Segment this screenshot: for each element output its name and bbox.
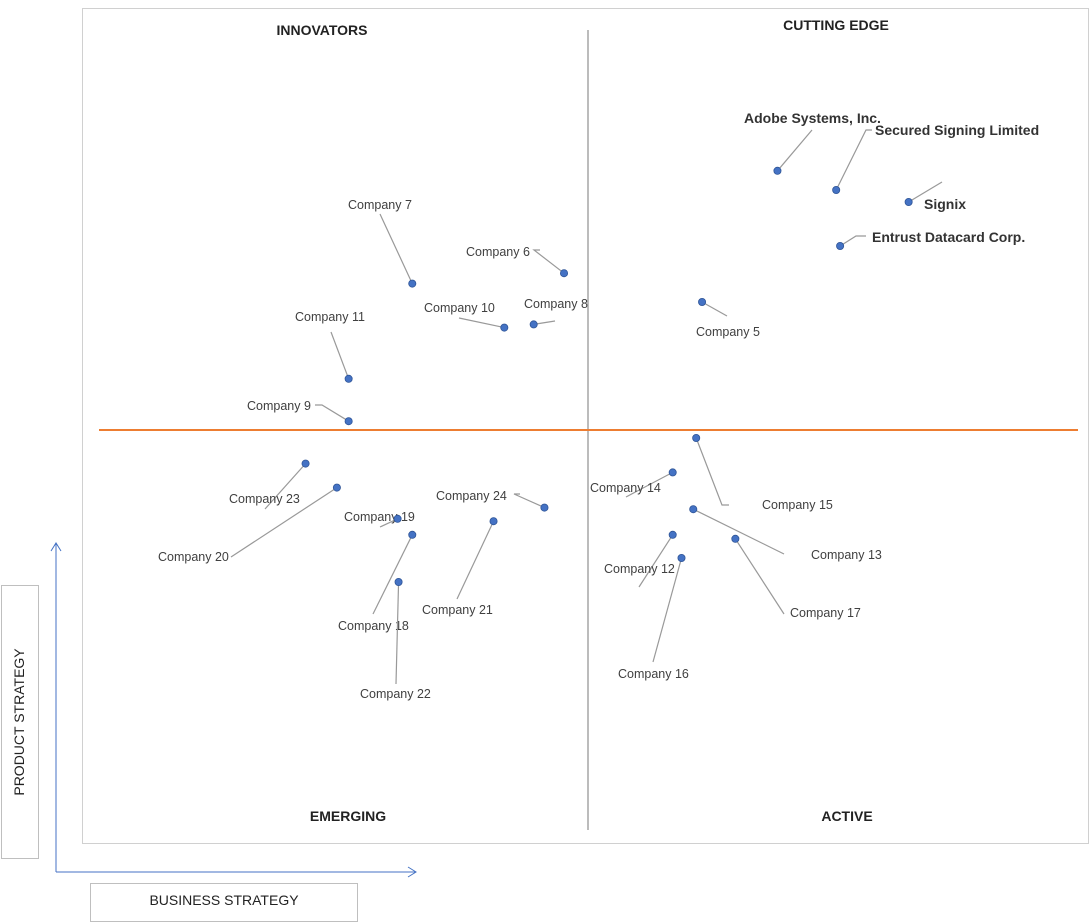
data-point-company-21 [489,517,498,526]
point-label-company-22: Company 22 [360,687,431,701]
data-point-company-12 [668,530,677,539]
leader-line-company-11 [330,331,350,380]
point-label-company-5: Company 5 [696,325,760,339]
quadrant-label-innovators: INNOVATORS [276,22,367,38]
data-point-entrust-datacard-corp [836,241,845,250]
leader-line-company-21 [456,520,495,600]
leader-line-company-6 [532,249,565,274]
leader-line-company-10 [458,317,505,329]
point-label-company-11: Company 11 [295,310,365,324]
leader-line-company-22 [395,581,400,685]
leader-line-signix [908,181,943,203]
data-point-company-9 [344,417,353,426]
leader-line-adobe-systems-inc [776,129,813,172]
data-point-company-15 [692,433,701,442]
data-point-signix [904,197,913,206]
quadrant-label-emerging: EMERGING [310,808,386,824]
data-point-company-18 [408,530,417,539]
y-axis-title-box [1,585,39,859]
x-axis-title-box [90,883,358,922]
data-point-company-5 [698,297,707,306]
data-point-company-22 [394,578,403,587]
leader-line-company-18 [372,534,413,615]
point-label-company-17: Company 17 [790,606,861,620]
leader-line-company-16 [652,557,683,663]
data-point-company-14 [668,468,677,477]
y-axis-arrowhead [50,542,62,552]
leader-line-secured-signing-limited [835,129,872,191]
data-points: Adobe Systems, Inc.Secured Signing Limit… [158,110,1039,701]
point-label-company-23: Company 23 [229,492,300,506]
data-point-company-7 [408,279,417,288]
data-point-adobe-systems-inc [773,166,782,175]
leader-line-company-5 [701,301,728,317]
point-label-company-21: Company 21 [422,603,493,617]
point-label-company-6: Company 6 [466,245,530,259]
leader-line-company-14 [625,471,673,498]
point-label-signix: Signix [924,196,966,212]
point-label-company-19: Company 19 [344,510,415,524]
point-label-company-10: Company 10 [424,301,495,315]
leader-line-company-23 [264,463,307,510]
data-point-company-10 [500,323,509,332]
leader-line-company-9 [315,404,349,422]
leader-line-company-12 [638,534,674,588]
point-label-company-18: Company 18 [338,619,409,633]
y-axis-title: PRODUCT STRATEGY [11,648,27,796]
leader-line-entrust-datacard-corp [839,235,866,247]
x-axis-arrowhead [407,866,417,878]
point-label-secured-signing-limited: Secured Signing Limited [875,122,1039,138]
point-label-company-12: Company 12 [604,562,675,576]
point-label-company-20: Company 20 [158,550,229,564]
point-label-company-8: Company 8 [524,297,588,311]
point-label-company-9: Company 9 [247,399,311,413]
quadrant-label-active: ACTIVE [821,808,872,824]
point-label-company-16: Company 16 [618,667,689,681]
leader-line-company-20 [230,487,338,558]
data-point-company-24 [540,503,549,512]
data-point-company-20 [332,483,341,492]
leader-line-company-24 [513,493,545,509]
data-point-company-8 [529,320,538,329]
data-point-company-16 [677,554,686,563]
point-label-company-13: Company 13 [811,548,882,562]
leader-line-company-17 [734,538,785,615]
x-axis-title: BUSINESS STRATEGY [149,892,299,908]
leader-line-company-13 [692,508,785,555]
leader-line-company-15 [695,437,729,506]
data-point-secured-signing-limited [832,185,841,194]
point-label-company-15: Company 15 [762,498,833,512]
point-label-company-7: Company 7 [348,198,412,212]
point-label-company-14: Company 14 [590,481,661,495]
data-point-company-23 [301,459,310,468]
point-label-company-24: Company 24 [436,489,507,503]
plot-frame [82,8,1089,844]
quadrant-label-cutting-edge: CUTTING EDGE [783,17,889,33]
data-point-company-6 [560,269,569,278]
leader-line-company-7 [379,213,413,284]
point-label-entrust-datacard-corp: Entrust Datacard Corp. [872,229,1025,245]
point-label-adobe-systems-inc: Adobe Systems, Inc. [744,110,881,126]
data-point-company-13 [689,505,698,514]
data-point-company-11 [344,374,353,383]
data-point-company-19 [393,514,402,523]
data-point-company-17 [731,534,740,543]
